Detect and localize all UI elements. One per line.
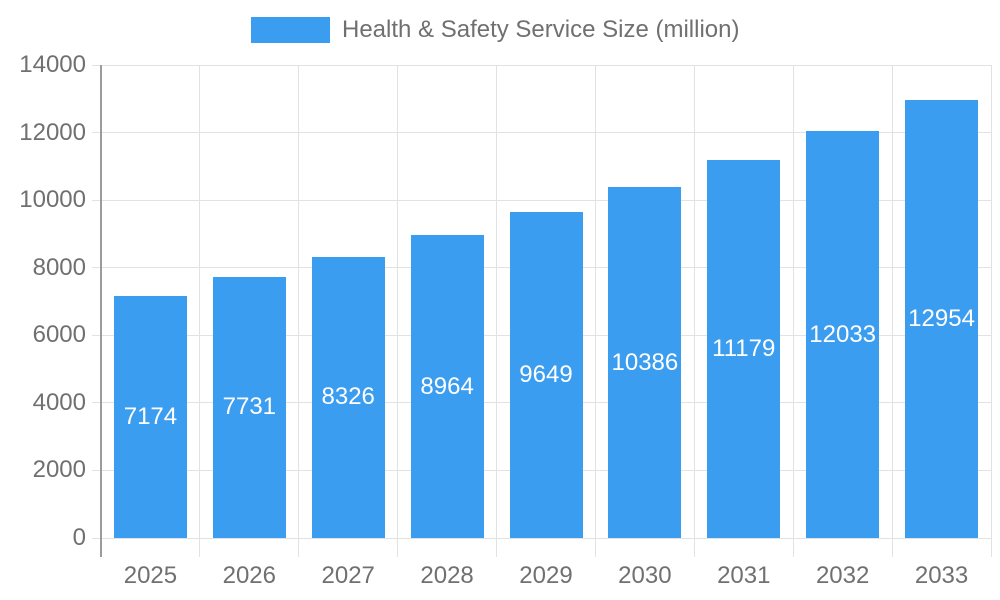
y-tick-label: 10000	[19, 186, 86, 214]
y-axis-line	[100, 65, 102, 557]
bar-2030[interactable]: 10386	[608, 187, 682, 538]
x-tick-label: 2026	[222, 562, 276, 589]
y-tick-label: 2000	[32, 456, 86, 484]
gridline-horizontal	[92, 537, 991, 539]
x-tick-label: 2028	[420, 562, 474, 589]
bar-2028[interactable]: 8964	[410, 235, 484, 538]
legend-swatch	[251, 17, 330, 43]
bar-2029[interactable]: 9649	[509, 212, 583, 538]
x-tick-label: 2033	[914, 562, 969, 589]
gridline-horizontal	[92, 199, 991, 201]
bar-2032[interactable]: 12033	[806, 131, 880, 538]
gridline-vertical	[990, 65, 992, 557]
bar-value-label: 10386	[611, 348, 679, 376]
bar-value-label: 12033	[809, 320, 877, 348]
y-tick-label: 14000	[19, 51, 86, 78]
bar-2031[interactable]: 11179	[707, 160, 781, 538]
bar-value-label: 7174	[123, 402, 178, 430]
x-tick-label: 2027	[321, 562, 375, 589]
gridline-vertical	[891, 65, 893, 557]
bar-value-label: 7731	[222, 393, 277, 421]
legend[interactable]: Health & Safety Service Size (million)	[251, 16, 739, 44]
bar-value-label: 12954	[908, 305, 975, 333]
x-tick-label: 2029	[519, 562, 573, 589]
bar-2027[interactable]: 8326	[311, 256, 385, 538]
gridline-vertical	[693, 65, 695, 557]
bar-value-label: 8964	[420, 372, 474, 400]
x-tick-label: 2032	[815, 562, 870, 589]
y-tick-label: 12000	[19, 118, 86, 146]
x-tick-label: 2025	[123, 562, 178, 589]
gridline-horizontal	[92, 64, 991, 66]
y-tick-label: 0	[72, 524, 86, 551]
y-tick-label: 8000	[32, 253, 86, 281]
y-tick-label: 6000	[32, 321, 86, 349]
gridline-vertical	[397, 65, 399, 557]
gridline-vertical	[594, 65, 596, 557]
bar-value-label: 8326	[321, 383, 375, 411]
legend-label: Health & Safety Service Size (million)	[342, 16, 740, 43]
y-tick-label: 4000	[32, 388, 86, 416]
bar-value-label: 11179	[712, 335, 776, 363]
bar-value-label: 9649	[519, 360, 573, 388]
bar-2025[interactable]: 7174	[113, 295, 187, 538]
gridline-vertical	[199, 65, 201, 557]
gridline-vertical	[792, 65, 794, 557]
gridline-vertical	[298, 65, 300, 557]
bar-2033[interactable]: 12954	[905, 100, 979, 538]
gridline-vertical	[496, 65, 498, 557]
x-tick-label: 2030	[618, 562, 672, 589]
bar-2026[interactable]: 7731	[212, 276, 286, 538]
x-tick-label: 2031	[717, 562, 771, 589]
gridline-horizontal	[92, 132, 991, 134]
